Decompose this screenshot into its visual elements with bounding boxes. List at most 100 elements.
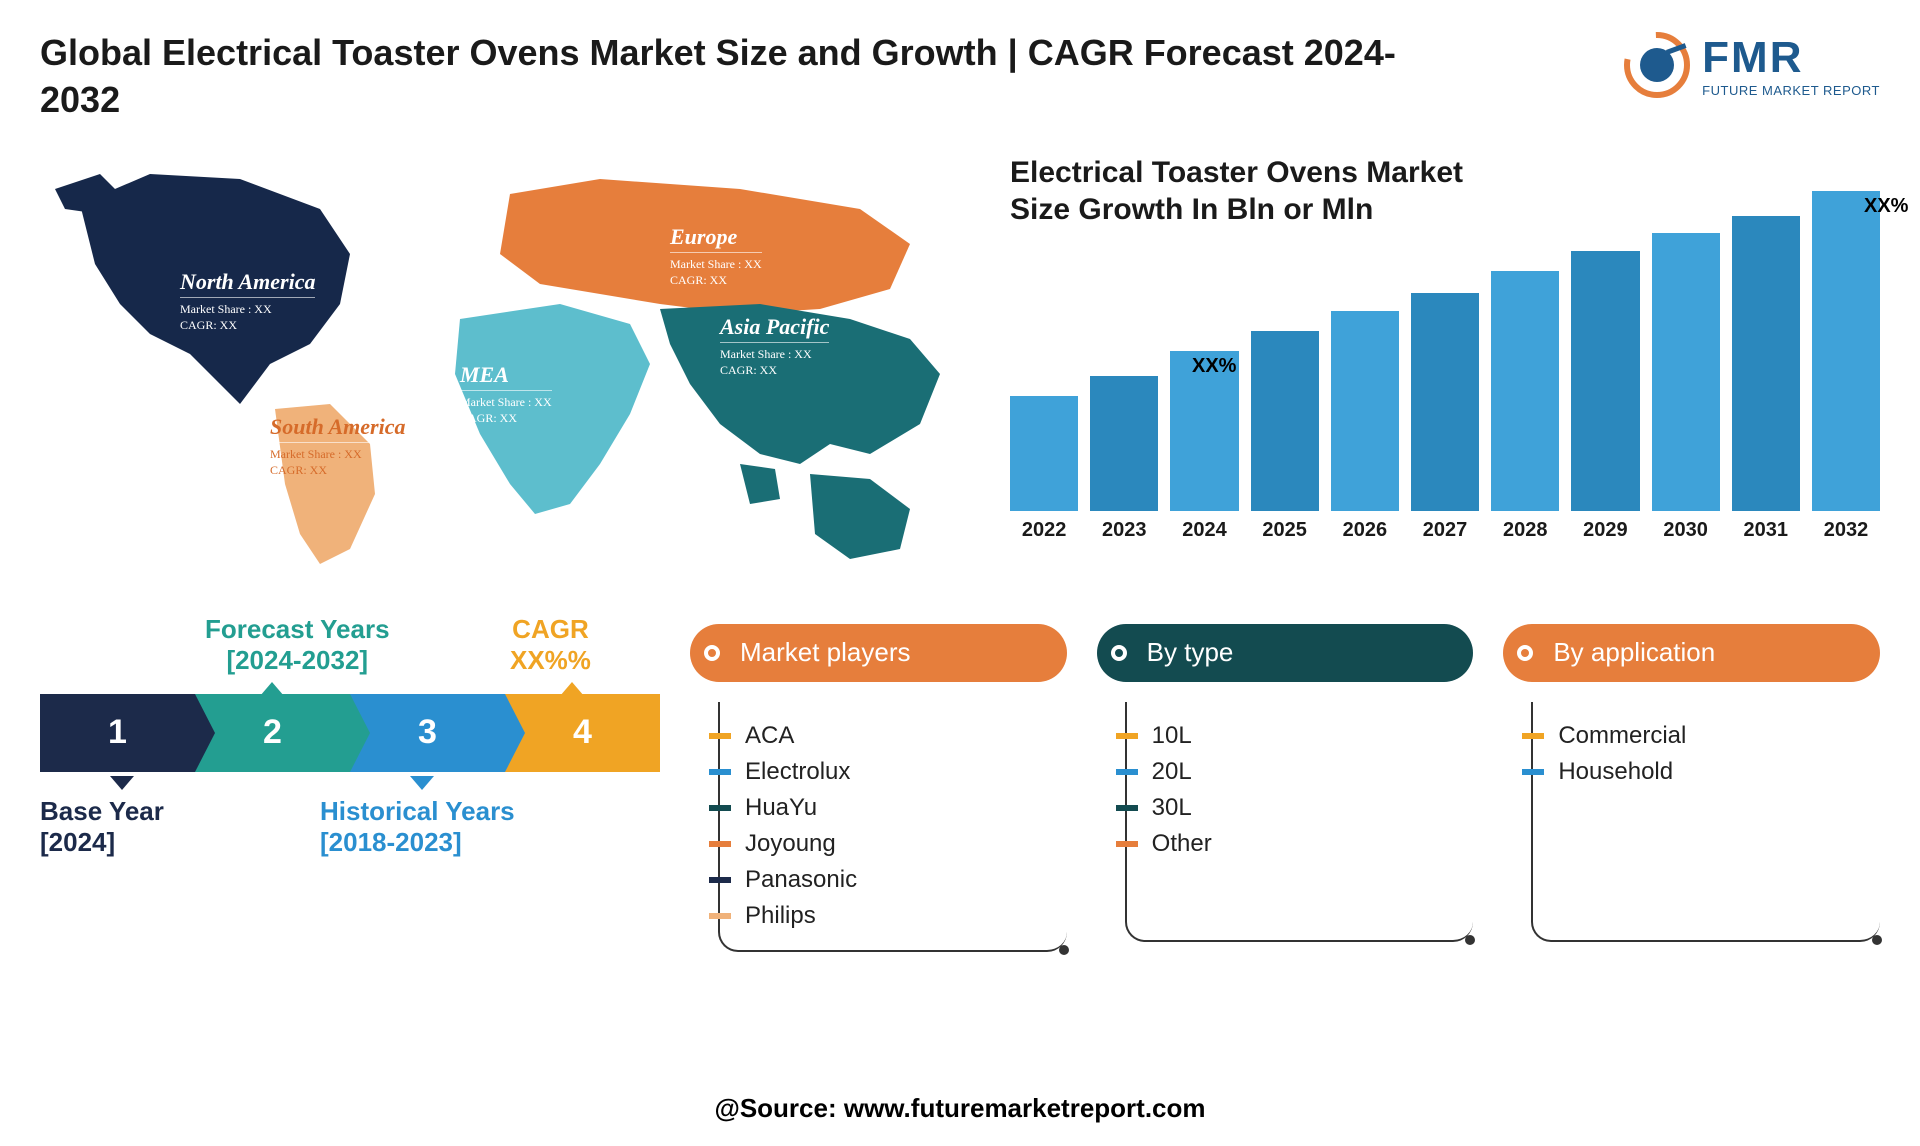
tl-hist-l1: Historical Years xyxy=(320,796,515,827)
tl-base-label: Base Year [2024] xyxy=(40,796,164,858)
bar-year-label: 2029 xyxy=(1583,519,1628,542)
bar-year-label: 2031 xyxy=(1744,519,1789,542)
pill-header: By type xyxy=(1097,624,1474,682)
pill-item: HuaYu xyxy=(720,794,1067,822)
pill-item-text: Other xyxy=(1152,830,1212,858)
bar-2032: 2032 xyxy=(1812,191,1880,542)
tl-forecast-label: Forecast Years [2024-2032] xyxy=(205,614,390,676)
bar-chart: Electrical Toaster Ovens Market Size Gro… xyxy=(980,154,1880,574)
pill-item: Joyoung xyxy=(720,830,1067,858)
bullet-icon xyxy=(1116,769,1138,775)
timeline-seg-3: 3 xyxy=(350,694,505,772)
bar-year-label: 2023 xyxy=(1102,519,1147,542)
pill-item: Philips xyxy=(720,902,1067,930)
bar-annotation: XX% xyxy=(1864,195,1908,218)
pill-item-text: Panasonic xyxy=(745,866,857,894)
bar-2029: 2029 xyxy=(1571,251,1639,542)
bar-2025: 2025 xyxy=(1251,331,1319,542)
pill-item: Household xyxy=(1533,758,1880,786)
pill-item: Panasonic xyxy=(720,866,1067,894)
pill-item-text: 30L xyxy=(1152,794,1192,822)
tri-down-hist xyxy=(410,776,434,790)
pill-item: Commercial xyxy=(1533,722,1880,750)
bar-year-label: 2027 xyxy=(1423,519,1468,542)
bar-2024: 2024 xyxy=(1170,351,1238,542)
page-title: Global Electrical Toaster Ovens Market S… xyxy=(40,30,1440,124)
tl-forecast-l2: [2024-2032] xyxy=(205,645,390,676)
tri-down-base xyxy=(110,776,134,790)
bar xyxy=(1652,233,1720,511)
tl-hist-label: Historical Years [2018-2023] xyxy=(320,796,515,858)
bar-year-label: 2032 xyxy=(1824,519,1869,542)
bullet-icon xyxy=(1116,805,1138,811)
pill-item-text: Electrolux xyxy=(745,758,850,786)
bar-year-label: 2022 xyxy=(1022,519,1067,542)
bar xyxy=(1812,191,1880,511)
bullet-icon xyxy=(1522,769,1544,775)
bar-year-label: 2024 xyxy=(1182,519,1227,542)
pill-dot-icon xyxy=(704,645,720,661)
region-label: South AmericaMarket Share : XXCAGR: XX xyxy=(270,414,406,480)
logo-main: FMR xyxy=(1702,33,1880,83)
tl-cagr-l2: XX%% xyxy=(510,645,591,676)
pill-item-text: Joyoung xyxy=(745,830,836,858)
bullet-icon xyxy=(709,913,731,919)
bar-year-label: 2025 xyxy=(1262,519,1307,542)
logo-icon xyxy=(1622,30,1692,100)
bar xyxy=(1571,251,1639,511)
bar xyxy=(1411,293,1479,511)
bar-2027: 2027 xyxy=(1411,293,1479,542)
timeline-seg-1: 1 xyxy=(40,694,195,772)
pill-item-text: Household xyxy=(1558,758,1673,786)
tl-hist-l2: [2018-2023] xyxy=(320,827,515,858)
timeline: Forecast Years [2024-2032] CAGR XX%% 123… xyxy=(40,624,660,952)
pill-dot-icon xyxy=(1111,645,1127,661)
bar xyxy=(1251,331,1319,511)
bullet-icon xyxy=(709,841,731,847)
pill-title: Market players xyxy=(740,637,911,668)
pill-item-text: 20L xyxy=(1152,758,1192,786)
pill-items: Commercial Household xyxy=(1531,702,1880,942)
bullet-icon xyxy=(709,805,731,811)
bar-2023: 2023 xyxy=(1090,376,1158,542)
pill-title: By type xyxy=(1147,637,1234,668)
bullet-icon xyxy=(709,877,731,883)
pill-item: Other xyxy=(1127,830,1474,858)
bar-2030: 2030 xyxy=(1652,233,1720,542)
bullet-icon xyxy=(1116,841,1138,847)
bullet-icon xyxy=(1116,733,1138,739)
bullet-icon xyxy=(709,769,731,775)
pill-item-text: 10L xyxy=(1152,722,1192,750)
tl-cagr-label: CAGR XX%% xyxy=(510,614,591,676)
world-map: North AmericaMarket Share : XXCAGR: XX So… xyxy=(40,154,960,574)
bar xyxy=(1331,311,1399,511)
region-label: North AmericaMarket Share : XXCAGR: XX xyxy=(180,269,315,335)
region-label: EuropeMarket Share : XXCAGR: XX xyxy=(670,224,762,290)
tl-cagr-l1: CAGR xyxy=(510,614,591,645)
bullet-icon xyxy=(1522,733,1544,739)
pill-items: 10L 20L 30L Other xyxy=(1125,702,1474,942)
pill-item-text: Commercial xyxy=(1558,722,1686,750)
region-label: Asia PacificMarket Share : XXCAGR: XX xyxy=(720,314,829,380)
bar-year-label: 2028 xyxy=(1503,519,1548,542)
pill-dot-icon xyxy=(1517,645,1533,661)
bar xyxy=(1491,271,1559,511)
pill-item-text: ACA xyxy=(745,722,794,750)
pill-header: Market players xyxy=(690,624,1067,682)
logo: FMR FUTURE MARKET REPORT xyxy=(1622,30,1880,100)
pill-item-text: Philips xyxy=(745,902,816,930)
pill-column: By type 10L 20L 30L Other xyxy=(1097,624,1474,952)
bar-2026: 2026 xyxy=(1331,311,1399,542)
pill-item: 30L xyxy=(1127,794,1474,822)
source-line: @Source: www.futuremarketreport.com xyxy=(714,1093,1205,1124)
timeline-seg-4: 4 xyxy=(505,694,660,772)
bar xyxy=(1732,216,1800,511)
bar-2028: 2028 xyxy=(1491,271,1559,542)
bar xyxy=(1010,396,1078,511)
timeline-seg-2: 2 xyxy=(195,694,350,772)
pill-column: Market players ACA Electrolux HuaYu Joyoung P… xyxy=(690,624,1067,952)
bar xyxy=(1090,376,1158,511)
bullet-icon xyxy=(709,733,731,739)
pill-title: By application xyxy=(1553,637,1715,668)
bar-2022: 2022 xyxy=(1010,396,1078,542)
